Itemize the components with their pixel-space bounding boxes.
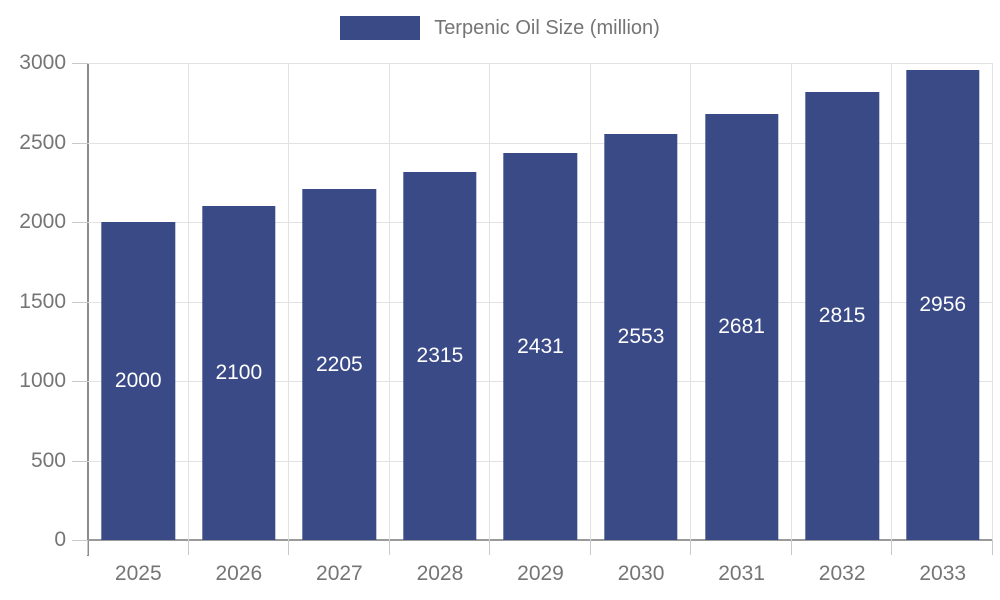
- bar-cell: 2431: [490, 63, 591, 540]
- gridline-vertical: [589, 63, 591, 540]
- y-axis-tick-label: 2000: [19, 210, 66, 234]
- y-axis-tick: [72, 301, 88, 303]
- x-axis-line: [88, 539, 993, 541]
- bar-value-label: 2431: [517, 334, 564, 358]
- legend[interactable]: Terpenic Oil Size (million): [0, 16, 1000, 40]
- y-axis-tick: [72, 142, 88, 144]
- gridline-vertical: [992, 63, 993, 540]
- x-axis-tick: [790, 540, 792, 555]
- y-axis-tick: [72, 460, 88, 462]
- gridline-vertical: [790, 63, 792, 540]
- bar-cell: 2681: [691, 63, 792, 540]
- bar-2028[interactable]: 2315: [403, 171, 477, 540]
- y-axis-tick: [72, 540, 88, 541]
- bar-value-label: 2553: [617, 325, 665, 349]
- bar-2031[interactable]: 2681: [704, 113, 779, 540]
- bar-cell: 2553: [591, 63, 692, 540]
- x-axis-tick: [690, 540, 692, 555]
- bar-cell: 2315: [390, 63, 491, 540]
- y-axis-tick: [72, 381, 88, 383]
- bar-cell: 2000: [88, 63, 189, 540]
- y-axis-tick-label: 1000: [19, 369, 66, 393]
- bar-value-label: 2815: [818, 304, 866, 328]
- bar-2026[interactable]: 2100: [202, 206, 276, 540]
- y-axis-line: [87, 63, 89, 556]
- x-axis-tick: [589, 540, 591, 555]
- bar-cell: 2956: [892, 63, 993, 540]
- bar-2033[interactable]: 2956: [906, 70, 980, 540]
- gridline-vertical: [187, 63, 189, 540]
- x-axis-tick: [288, 540, 290, 555]
- x-axis-tick-label: 2029: [517, 562, 564, 585]
- gridline-horizontal: [88, 63, 993, 64]
- x-axis-tick: [489, 540, 491, 555]
- bar-value-label: 2681: [718, 314, 765, 338]
- legend-swatch: [340, 16, 421, 40]
- x-axis-tick: [87, 540, 88, 555]
- legend-label: Terpenic Oil Size (million): [434, 16, 660, 39]
- y-axis-tick-label: 0: [54, 528, 66, 551]
- x-axis-tick-label: 2031: [718, 562, 765, 585]
- gridline-vertical: [489, 63, 491, 540]
- x-axis-tick-label: 2026: [215, 562, 263, 585]
- x-axis-tick-label: 2027: [316, 562, 363, 585]
- plot-area: 0 500 1000 1500 2000 2500 3000 2025 2000 2026 2100…: [19, 52, 993, 585]
- bar-value-label: 2956: [919, 293, 967, 316]
- x-axis-tick: [388, 540, 390, 555]
- bar-2030[interactable]: 2553: [604, 134, 678, 540]
- bar-value-label: 2315: [416, 343, 464, 367]
- bar-2025[interactable]: 2000: [101, 222, 175, 540]
- y-axis-tick-label: 2500: [19, 130, 66, 154]
- x-axis-tick-label: 2028: [416, 562, 464, 585]
- gridline-vertical: [891, 63, 893, 540]
- gridline-vertical: [388, 63, 390, 540]
- x-axis-tick-label: 2025: [114, 562, 162, 585]
- y-axis-tick: [72, 222, 88, 224]
- x-axis-tick-label: 2033: [919, 562, 967, 585]
- bar-value-label: 2100: [215, 361, 263, 385]
- bar-2032[interactable]: 2815: [805, 92, 879, 540]
- gridline-vertical: [288, 63, 290, 540]
- gridline-vertical: [690, 63, 692, 540]
- bar-2029[interactable]: 2431: [503, 153, 578, 540]
- bar-cell: 2205: [289, 63, 390, 540]
- x-axis-tick: [992, 540, 993, 555]
- x-axis-tick-label: 2032: [818, 562, 866, 585]
- x-axis-tick: [187, 540, 189, 555]
- x-axis-tick-label: 2030: [617, 562, 665, 585]
- gridline-horizontal: [88, 142, 993, 144]
- bar-cell: 2100: [189, 63, 290, 540]
- y-axis-tick-label: 500: [30, 448, 66, 472]
- y-axis-tick: [72, 63, 88, 64]
- bar-cell: 2815: [792, 63, 893, 540]
- bar-2027[interactable]: 2205: [302, 189, 377, 540]
- bar-value-label: 2205: [316, 352, 363, 376]
- bar-value-label: 2000: [114, 369, 162, 392]
- y-axis-tick-label: 3000: [19, 51, 66, 74]
- x-axis-tick: [891, 540, 893, 555]
- y-axis-tick-label: 1500: [19, 289, 66, 313]
